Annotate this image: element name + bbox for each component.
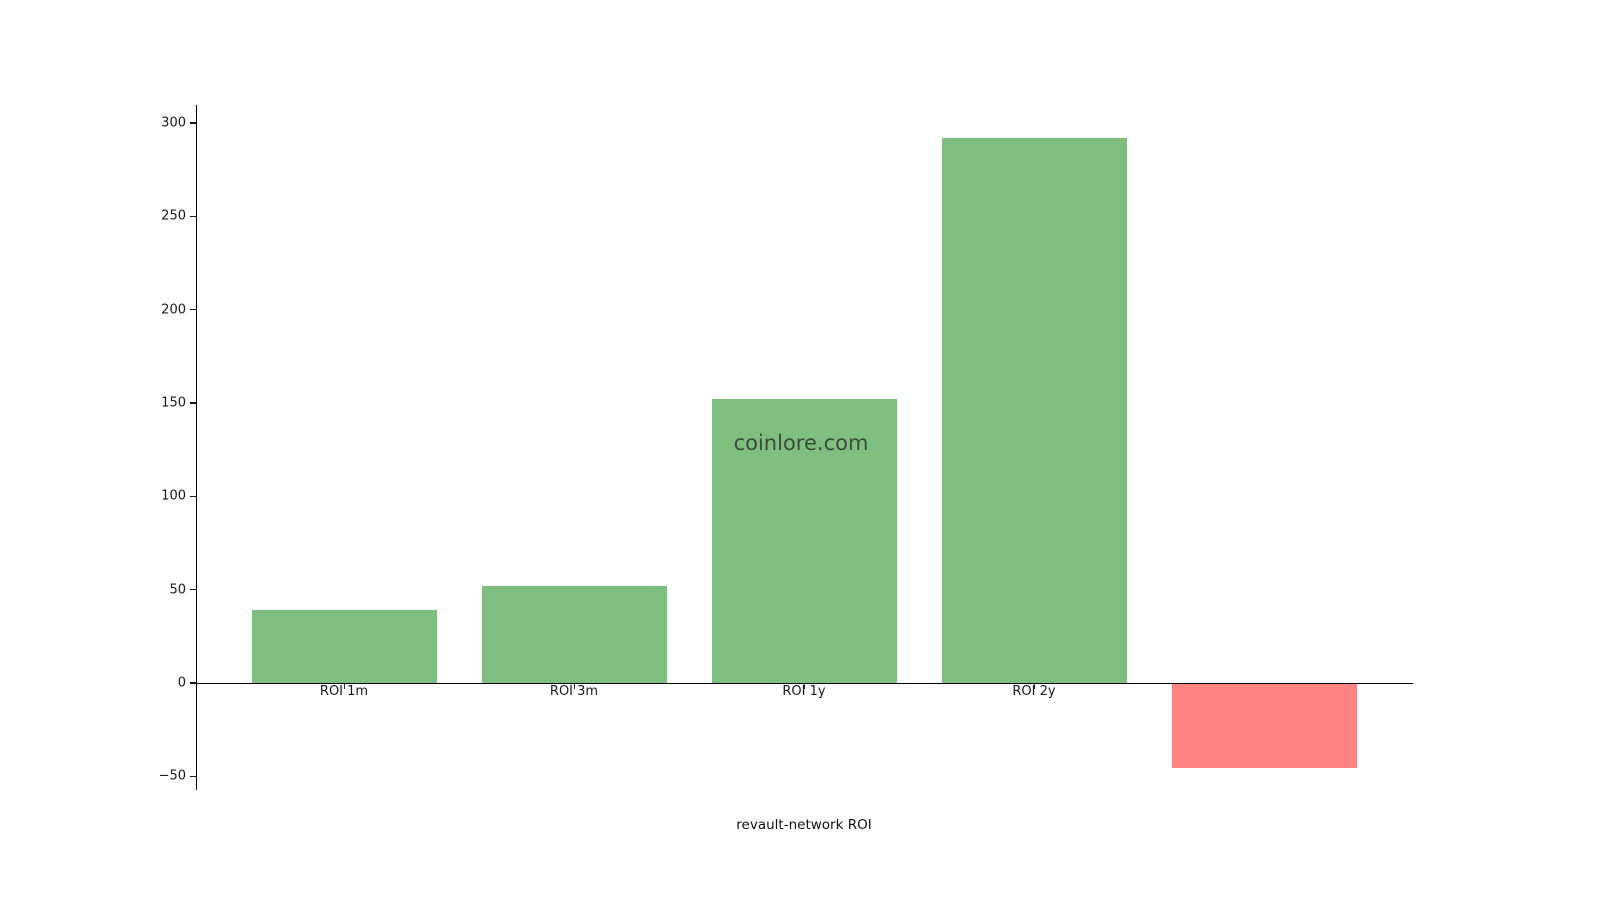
y-tick-label: 0 — [177, 675, 186, 691]
y-tick-mark — [190, 682, 196, 684]
chart-title: revault-network ROI — [736, 817, 872, 833]
x-tick-mark — [344, 684, 346, 690]
y-tick-label: 50 — [169, 582, 186, 598]
x-tick-mark — [1034, 684, 1036, 690]
y-tick-mark — [190, 495, 196, 497]
x-tick-label: ROI 2y — [1012, 684, 1056, 699]
x-tick-label: ROI 1y — [782, 684, 826, 699]
watermark-text: coinlore.com — [733, 431, 869, 455]
y-tick-label: 100 — [161, 488, 186, 504]
y-tick-mark — [190, 402, 196, 404]
y-tick-label: 300 — [161, 115, 186, 131]
y-axis-line — [196, 105, 198, 790]
bar-roi-2y — [941, 137, 1127, 683]
x-tick-label: ROI 1m — [319, 684, 369, 699]
y-tick-label: 150 — [161, 395, 186, 411]
x-tick-mark — [804, 684, 806, 690]
y-tick-label: 250 — [161, 208, 186, 224]
y-tick-label: −50 — [158, 768, 186, 784]
bar-negative-roi — [1171, 684, 1357, 769]
bar-roi-3m — [481, 585, 667, 683]
bar-roi-1m — [251, 610, 437, 683]
x-tick-label: ROI 3m — [549, 684, 599, 699]
x-axis-zero-line — [196, 683, 1413, 685]
y-tick-label: 200 — [161, 302, 186, 318]
y-tick-mark — [190, 589, 196, 591]
y-tick-mark — [190, 309, 196, 311]
bar-roi-1y — [711, 399, 897, 683]
y-tick-mark — [190, 215, 196, 217]
y-tick-mark — [190, 775, 196, 777]
y-tick-mark — [190, 122, 196, 124]
x-tick-mark — [574, 684, 576, 690]
